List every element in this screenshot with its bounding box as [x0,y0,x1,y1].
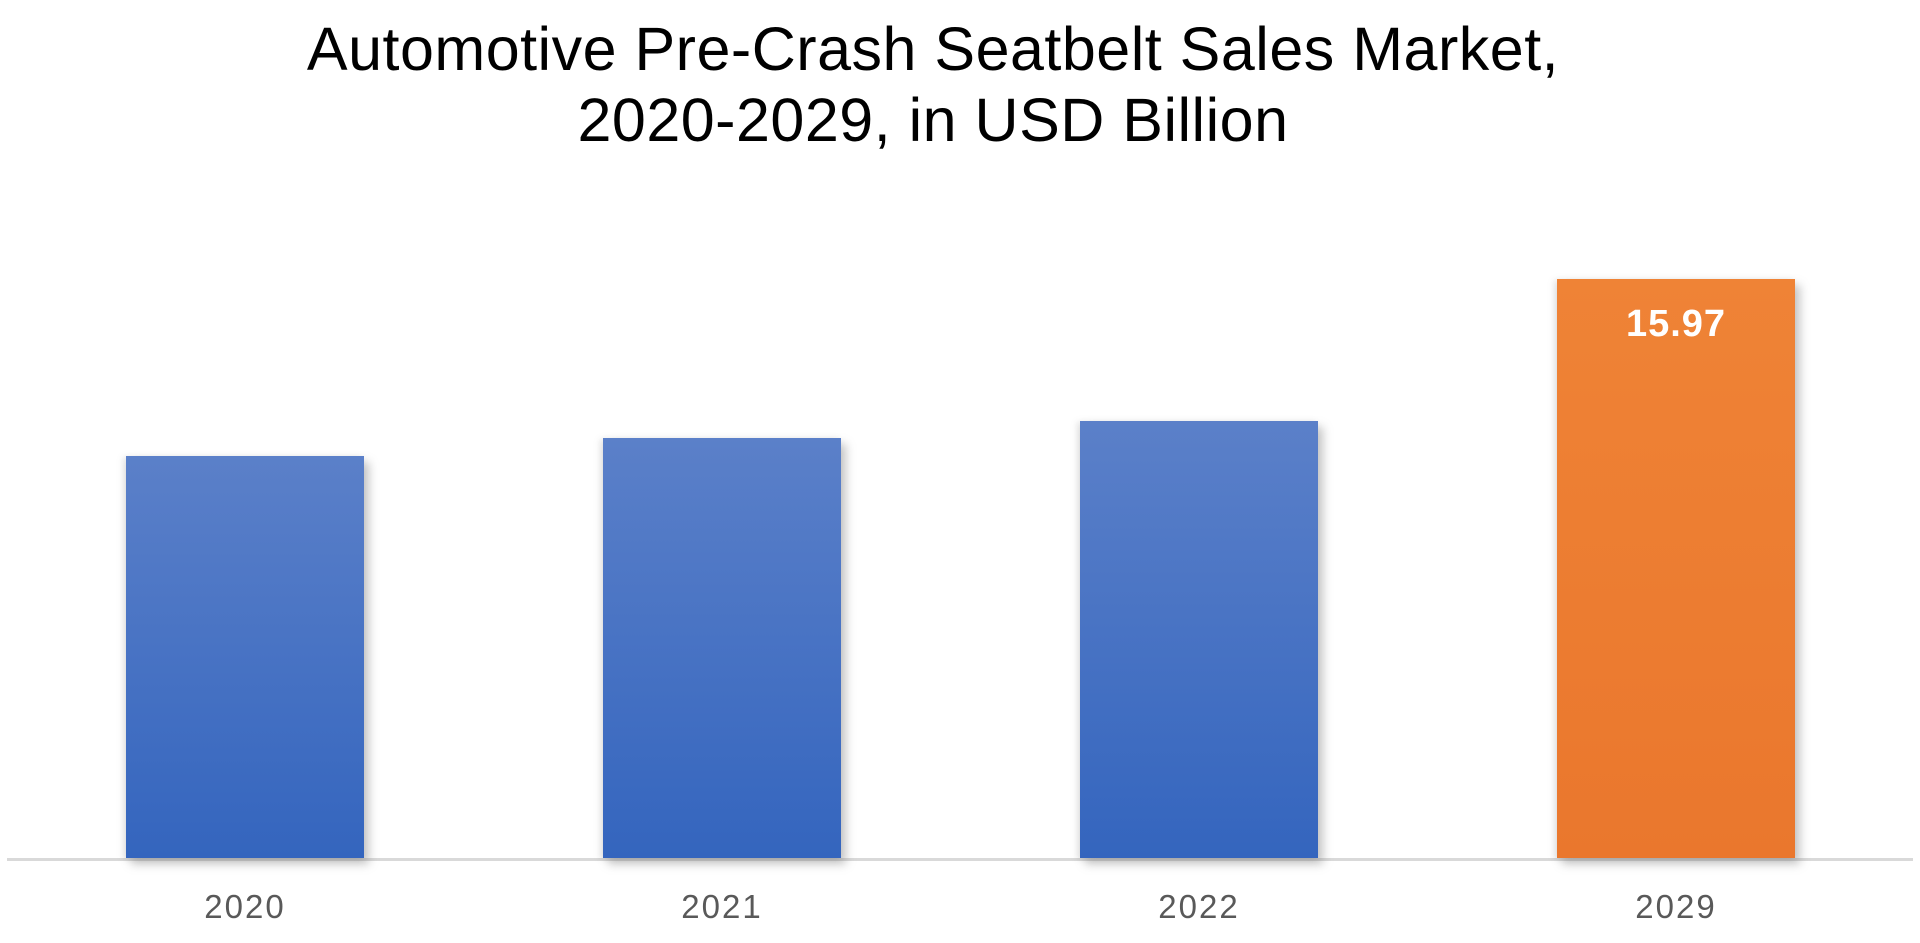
chart-title-line-1: Automotive Pre-Crash Seatbelt Sales Mark… [306,15,1560,83]
bar-2020 [126,455,364,858]
x-axis-label-2020: 2020 [204,888,286,925]
x-axis-label-2022: 2022 [1158,888,1240,925]
bar-2029: 15.97 [1557,279,1795,858]
x-axis-label-2021: 2021 [681,888,763,925]
data-label-2029: 15.97 [1625,303,1727,346]
bar-2021 [603,437,841,858]
bar-2022 [1080,421,1318,858]
x-axis-label-2029: 2029 [1635,888,1717,925]
chart-title: Automotive Pre-Crash Seatbelt Sales Mark… [0,14,1893,156]
x-axis-line [7,858,1913,861]
chart-title-line-2: 2020-2029, in USD Billion [577,86,1289,154]
